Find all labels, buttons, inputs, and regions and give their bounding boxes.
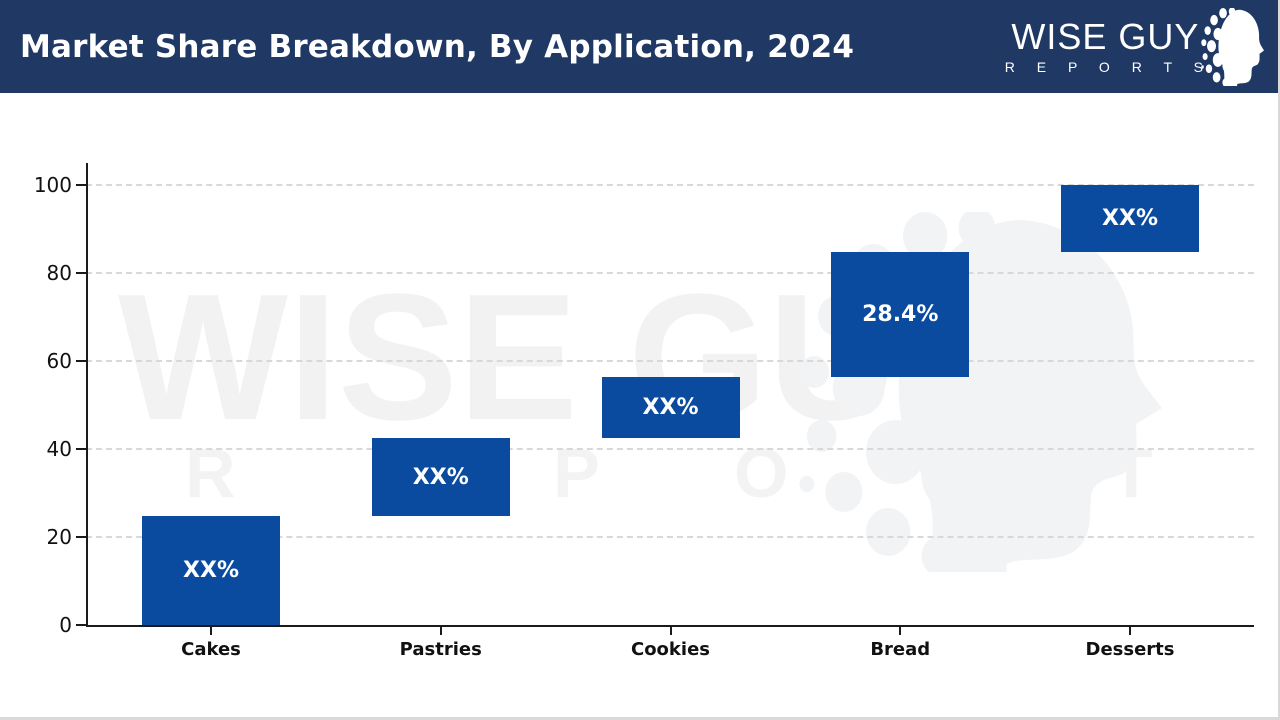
- y-tick-label-0: 0: [59, 613, 72, 637]
- y-tick-100: [76, 184, 86, 186]
- bar-pastries: XX%: [371, 438, 510, 516]
- x-category-label-pastries: Pastries: [399, 639, 482, 660]
- header-bar: Market Share Breakdown, By Application, …: [0, 0, 1278, 93]
- y-tick-40: [76, 448, 86, 450]
- bar-desserts: XX%: [1061, 185, 1199, 252]
- bar-value-label: XX%: [412, 464, 469, 490]
- x-tick-desserts: [1129, 627, 1131, 635]
- y-tick-80: [76, 272, 86, 274]
- bar-value-label: 28.4%: [862, 301, 939, 327]
- y-tick-label-60: 60: [46, 349, 72, 373]
- bar-value-label: XX%: [183, 557, 239, 583]
- gridline-y-20: [86, 536, 1254, 538]
- page-title: Market Share Breakdown, By Application, …: [20, 28, 855, 65]
- x-category-label-cookies: Cookies: [630, 639, 710, 660]
- x-tick-cakes: [210, 627, 212, 635]
- bar-cakes: XX%: [142, 515, 280, 625]
- gridline-y-60: [86, 360, 1254, 362]
- brand-head-icon: [1201, 7, 1264, 86]
- brand-subtitle: R E P O R T S: [1004, 58, 1212, 75]
- gridline-y-40: [86, 448, 1254, 450]
- y-tick-20: [76, 536, 86, 538]
- x-category-label-desserts: Desserts: [1085, 639, 1175, 660]
- x-category-label-cakes: Cakes: [181, 639, 241, 660]
- x-tick-cookies: [669, 627, 672, 635]
- brand-logo: WISE GUY R E P O R T S: [999, 7, 1264, 86]
- bar-value-label: XX%: [642, 395, 699, 421]
- bar-value-label: XX%: [1102, 205, 1158, 231]
- y-axis-spine: [86, 163, 88, 627]
- gridline-y-80: [86, 272, 1254, 274]
- bar-bread: 28.4%: [831, 251, 970, 377]
- bar-cookies: XX%: [601, 376, 740, 439]
- x-tick-pastries: [439, 627, 442, 635]
- brand-logo-text: WISE GUY R E P O R T S: [999, 15, 1212, 75]
- y-tick-label-20: 20: [46, 525, 72, 549]
- brand-name: WISE GUY: [1011, 15, 1200, 57]
- y-tick-label-40: 40: [46, 437, 72, 461]
- x-tick-bread: [899, 627, 902, 635]
- y-tick-label-80: 80: [46, 261, 72, 285]
- y-tick-0: [76, 624, 86, 626]
- y-tick-label-100: 100: [33, 173, 72, 197]
- x-axis-spine: [86, 625, 1254, 627]
- gridline-y-100: [86, 184, 1254, 186]
- y-tick-60: [76, 360, 86, 362]
- x-category-label-bread: Bread: [870, 639, 931, 660]
